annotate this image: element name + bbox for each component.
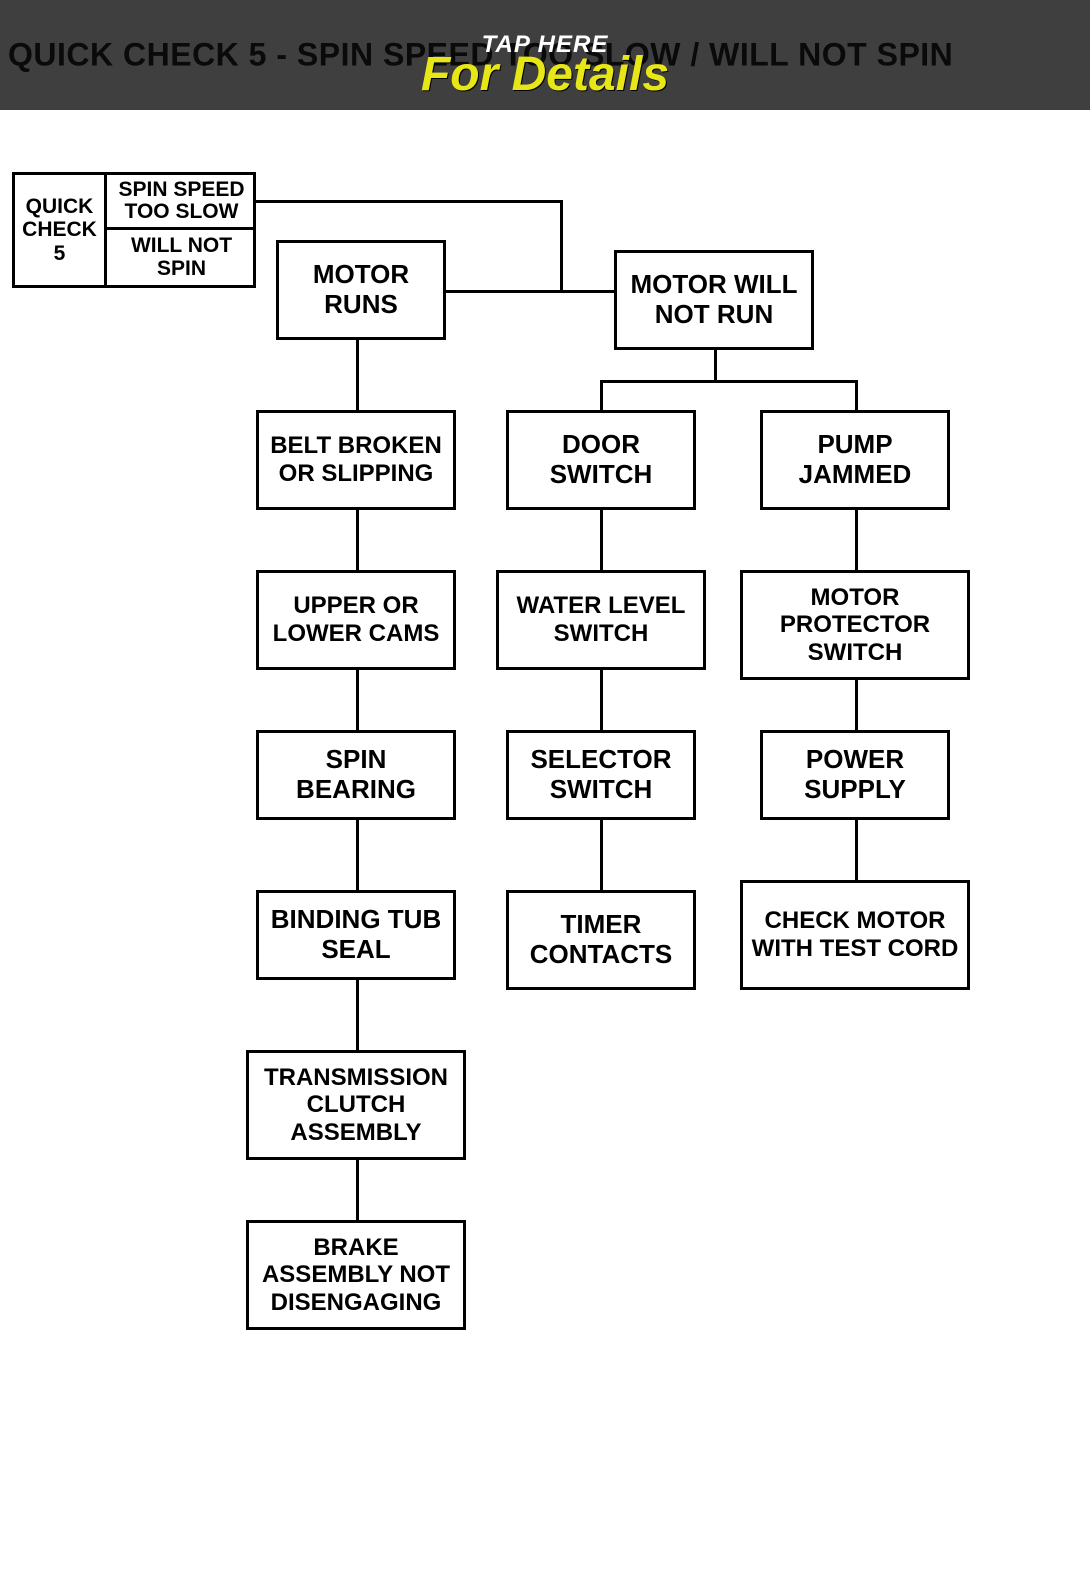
node-water-level-switch: WATER LEVEL SWITCH: [496, 570, 706, 670]
edge: [256, 200, 560, 203]
edge: [600, 380, 855, 383]
edge: [600, 380, 603, 410]
quick-check-block: QUICK CHECK 5 SPIN SPEED TOO SLOW WILL N…: [12, 172, 256, 288]
node-pump-jammed: PUMP JAMMED: [760, 410, 950, 510]
node-transmission: TRANSMISSION CLUTCH ASSEMBLY: [246, 1050, 466, 1160]
node-tub-seal: BINDING TUB SEAL: [256, 890, 456, 980]
node-spin-bearing: SPIN BEARING: [256, 730, 456, 820]
node-timer-contacts: TIMER CONTACTS: [506, 890, 696, 990]
edge: [356, 820, 359, 890]
node-selector-switch: SELECTOR SWITCH: [506, 730, 696, 820]
node-motor-protector-switch: MOTOR PROTECTOR SWITCH: [740, 570, 970, 680]
will-not-spin-label: WILL NOT SPIN: [107, 230, 256, 285]
node-check-motor-test-cord: CHECK MOTOR WITH TEST CORD: [740, 880, 970, 990]
edge: [855, 510, 858, 570]
node-cams: UPPER OR LOWER CAMS: [256, 570, 456, 670]
edge: [600, 670, 603, 730]
node-door-switch: DOOR SWITCH: [506, 410, 696, 510]
edge: [600, 820, 603, 890]
edge: [446, 290, 614, 293]
edge: [560, 200, 563, 290]
edge: [600, 510, 603, 570]
node-motor-will-not-run: MOTOR WILL NOT RUN: [614, 250, 814, 350]
node-brake: BRAKE ASSEMBLY NOT DISENGAGING: [246, 1220, 466, 1330]
edge: [356, 340, 359, 410]
for-details-text: For Details: [421, 53, 669, 96]
edge: [356, 980, 359, 1050]
edge: [855, 820, 858, 880]
quick-check-label: QUICK CHECK 5: [15, 175, 107, 285]
edge: [855, 680, 858, 730]
node-motor-runs: MOTOR RUNS: [276, 240, 446, 340]
promo-banner[interactable]: QUICK CHECK 5 - SPIN SPEED TOO SLOW / WI…: [0, 0, 1090, 110]
edge: [356, 1160, 359, 1220]
node-belt: BELT BROKEN OR SLIPPING: [256, 410, 456, 510]
edge: [356, 510, 359, 570]
edge: [855, 380, 858, 410]
edge: [356, 670, 359, 730]
edge: [714, 350, 717, 380]
flowchart-canvas: QUICK CHECK 5 SPIN SPEED TOO SLOW WILL N…: [0, 110, 1090, 1573]
node-power-supply: POWER SUPPLY: [760, 730, 950, 820]
spin-speed-too-slow-label: SPIN SPEED TOO SLOW: [107, 175, 256, 230]
